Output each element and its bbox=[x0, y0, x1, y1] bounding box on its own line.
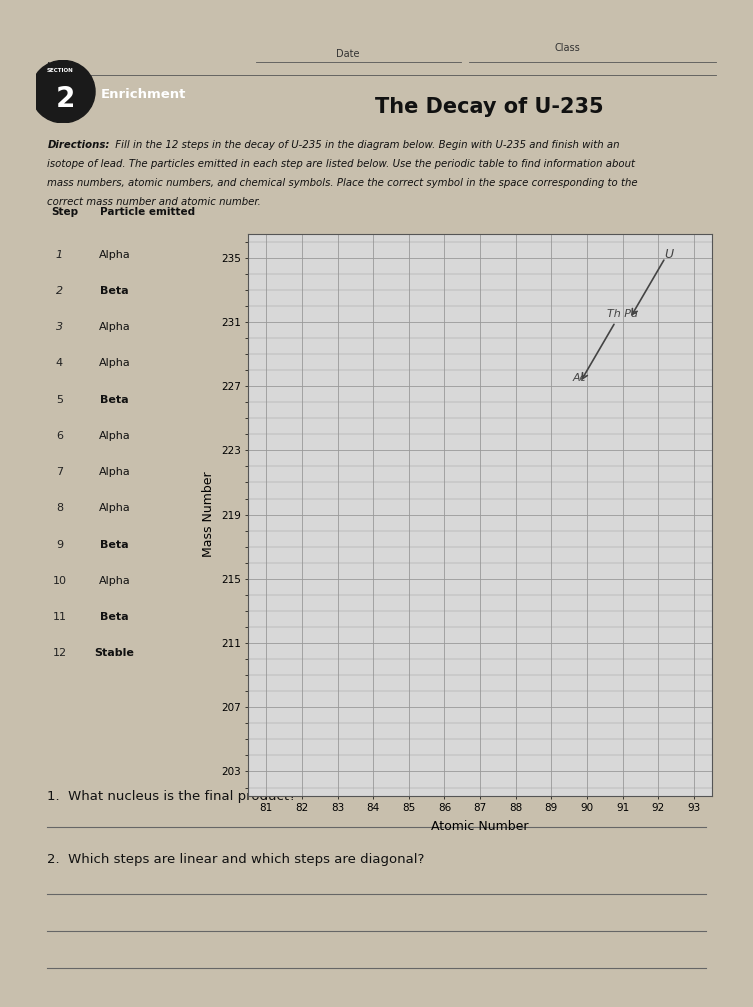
Text: Beta: Beta bbox=[100, 395, 129, 405]
Text: Name: Name bbox=[47, 62, 76, 73]
Text: Beta: Beta bbox=[100, 612, 129, 622]
X-axis label: Atomic Number: Atomic Number bbox=[431, 820, 529, 833]
Text: 12: 12 bbox=[53, 649, 66, 659]
Text: 9: 9 bbox=[56, 540, 63, 550]
Text: Alpha: Alpha bbox=[99, 322, 130, 332]
Text: 3: 3 bbox=[56, 322, 63, 332]
Text: 10: 10 bbox=[53, 576, 66, 586]
Text: Alpha: Alpha bbox=[99, 504, 130, 514]
Text: 7: 7 bbox=[56, 467, 63, 477]
Y-axis label: Mass Number: Mass Number bbox=[203, 471, 215, 558]
Text: 5: 5 bbox=[56, 395, 63, 405]
Text: 4: 4 bbox=[56, 358, 63, 369]
Text: Alpha: Alpha bbox=[99, 467, 130, 477]
Text: The Decay of U-235: The Decay of U-235 bbox=[376, 97, 604, 117]
Text: Alpha: Alpha bbox=[99, 576, 130, 586]
Text: 2.  Which steps are linear and which steps are diagonal?: 2. Which steps are linear and which step… bbox=[47, 853, 425, 866]
Text: Directions:: Directions: bbox=[47, 140, 110, 150]
Text: 1: 1 bbox=[56, 250, 63, 260]
Text: Class: Class bbox=[555, 43, 581, 53]
Text: Alpha: Alpha bbox=[99, 431, 130, 441]
Text: SECTION: SECTION bbox=[47, 67, 74, 73]
Circle shape bbox=[31, 60, 95, 123]
Text: Th Pa: Th Pa bbox=[607, 309, 638, 319]
Text: 8: 8 bbox=[56, 504, 63, 514]
Text: 6: 6 bbox=[56, 431, 63, 441]
Text: Particle emitted: Particle emitted bbox=[100, 207, 196, 218]
Text: Date: Date bbox=[337, 48, 360, 58]
Text: Beta: Beta bbox=[100, 540, 129, 550]
Text: 11: 11 bbox=[53, 612, 66, 622]
Text: isotope of lead. The particles emitted in each step are listed below. Use the pe: isotope of lead. The particles emitted i… bbox=[47, 159, 636, 169]
Text: 2: 2 bbox=[56, 86, 75, 113]
Text: correct mass number and atomic number.: correct mass number and atomic number. bbox=[47, 196, 261, 206]
Text: 1.  What nucleus is the final product?: 1. What nucleus is the final product? bbox=[47, 790, 297, 804]
Text: Beta: Beta bbox=[100, 286, 129, 296]
Text: Stable: Stable bbox=[95, 649, 135, 659]
Text: Alpha: Alpha bbox=[99, 250, 130, 260]
Text: mass numbers, atomic numbers, and chemical symbols. Place the correct symbol in : mass numbers, atomic numbers, and chemic… bbox=[47, 177, 638, 187]
Text: 2: 2 bbox=[56, 286, 63, 296]
Text: Ac: Ac bbox=[573, 374, 587, 383]
Text: U: U bbox=[664, 248, 673, 261]
Text: Fill in the 12 steps in the decay of U-235 in the diagram below. Begin with U-23: Fill in the 12 steps in the decay of U-2… bbox=[112, 140, 620, 150]
Text: Enrichment: Enrichment bbox=[101, 88, 186, 101]
Text: Step: Step bbox=[51, 207, 78, 218]
Text: Alpha: Alpha bbox=[99, 358, 130, 369]
